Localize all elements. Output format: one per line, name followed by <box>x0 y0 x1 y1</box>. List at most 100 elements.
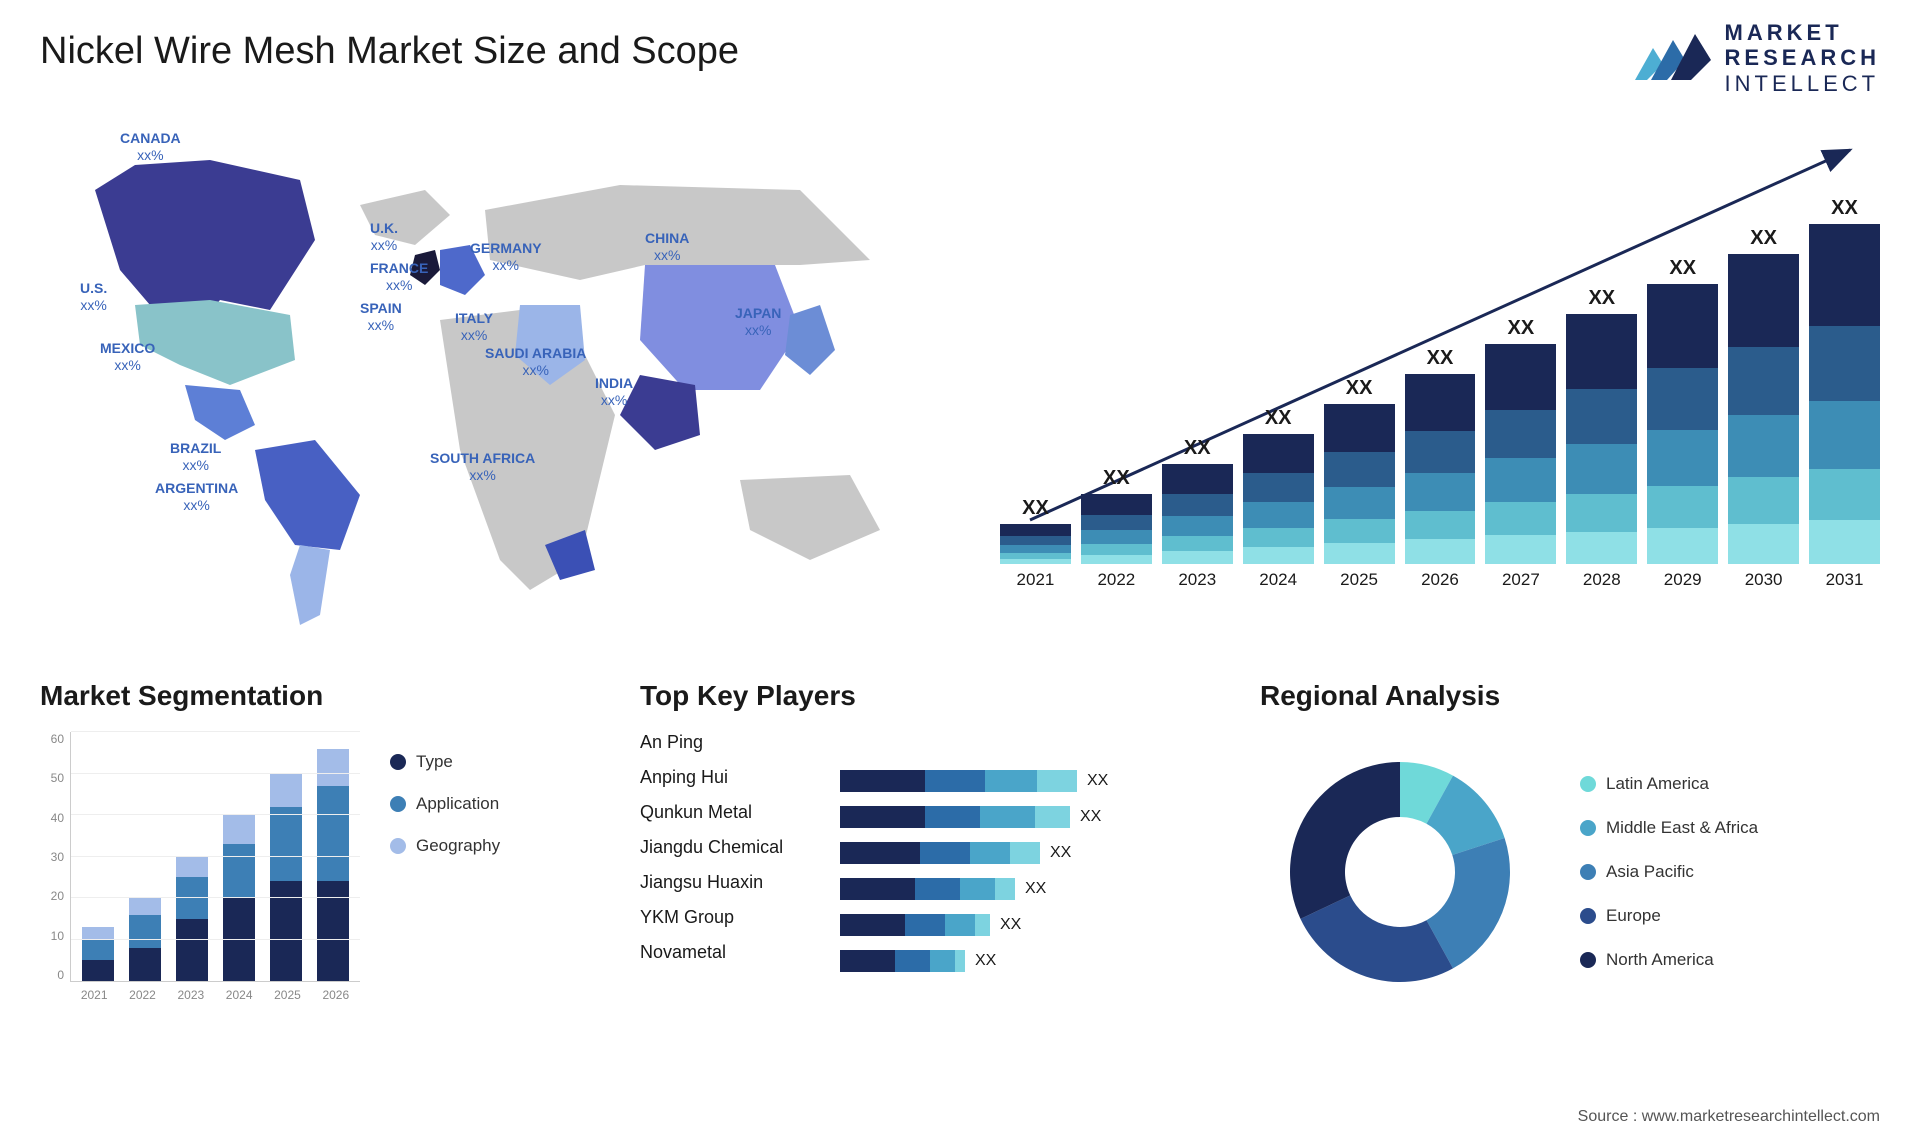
legend-item: Latin America <box>1580 774 1758 794</box>
growth-bar-chart: XX2021XX2022XX2023XX2024XX2025XX2026XX20… <box>1000 130 1880 630</box>
player-name: Anping Hui <box>640 767 820 788</box>
legend-dot-icon <box>390 838 406 854</box>
player-bar-row: XX <box>840 806 1200 828</box>
legend-label: Latin America <box>1606 774 1709 794</box>
growth-bar: XX 2022 <box>1081 467 1152 590</box>
player-bar-value: XX <box>1080 808 1101 826</box>
player-bar-row: XX <box>840 914 1200 936</box>
player-names-list: An Ping Anping Hui Qunkun Metal Jiangdu Che… <box>640 732 820 963</box>
growth-bar-value: XX <box>1265 407 1292 430</box>
growth-bar-value: XX <box>1022 497 1049 520</box>
map-label-us: U.S.xx% <box>80 280 107 314</box>
legend-item: Middle East & Africa <box>1580 818 1758 838</box>
player-name: Jiangsu Huaxin <box>640 872 820 893</box>
map-label-argentina: ARGENTINAxx% <box>155 480 238 514</box>
growth-bar-year: 2026 <box>1421 570 1459 590</box>
growth-bar: XX 2021 <box>1000 497 1071 590</box>
growth-bar-year: 2024 <box>1259 570 1297 590</box>
players-title: Top Key Players <box>640 680 1200 712</box>
y-tick: 40 <box>40 811 64 825</box>
x-tick: 2022 <box>129 988 156 1012</box>
legend-dot-icon <box>390 754 406 770</box>
map-region <box>740 475 880 560</box>
y-tick: 50 <box>40 771 64 785</box>
donut-slice <box>1300 895 1453 982</box>
legend-label: Geography <box>416 836 500 856</box>
player-name: YKM Group <box>640 907 820 928</box>
legend-item: Europe <box>1580 906 1758 926</box>
legend-label: Type <box>416 752 453 772</box>
map-label-uk: U.K.xx% <box>370 220 398 254</box>
legend-label: Middle East & Africa <box>1606 818 1758 838</box>
map-region <box>185 385 255 440</box>
legend-item: Application <box>390 794 500 814</box>
world-map: CANADAxx%U.S.xx%MEXICOxx%BRAZILxx%ARGENT… <box>40 130 940 650</box>
legend-item: North America <box>1580 950 1758 970</box>
growth-bar-year: 2029 <box>1664 570 1702 590</box>
players-section: Top Key Players An Ping Anping Hui Qunkun … <box>640 680 1200 972</box>
map-label-spain: SPAINxx% <box>360 300 402 334</box>
legend-dot-icon <box>390 796 406 812</box>
player-name: An Ping <box>640 732 820 753</box>
map-label-france: FRANCExx% <box>370 260 428 294</box>
player-bar-value: XX <box>1000 916 1021 934</box>
map-region <box>135 300 295 385</box>
logo-line1: MARKET <box>1725 20 1880 45</box>
donut-slice <box>1290 762 1400 919</box>
page-title: Nickel Wire Mesh Market Size and Scope <box>40 30 739 73</box>
growth-bar-value: XX <box>1427 347 1454 370</box>
growth-bar-value: XX <box>1103 467 1130 490</box>
x-tick: 2023 <box>177 988 204 1012</box>
segmentation-title: Market Segmentation <box>40 680 600 712</box>
legend-item: Type <box>390 752 500 772</box>
growth-bar: XX2031 <box>1809 197 1880 590</box>
growth-bar: XX2028 <box>1566 287 1637 590</box>
growth-bar-year: 2025 <box>1340 570 1378 590</box>
map-label-italy: ITALYxx% <box>455 310 493 344</box>
growth-bar-value: XX <box>1750 227 1777 250</box>
growth-bar-year: 2030 <box>1745 570 1783 590</box>
map-label-saudiarabia: SAUDI ARABIAxx% <box>485 345 586 379</box>
x-tick: 2021 <box>81 988 108 1012</box>
map-label-japan: JAPANxx% <box>735 305 781 339</box>
regional-title: Regional Analysis <box>1260 680 1880 712</box>
legend-dot-icon <box>1580 908 1596 924</box>
brand-logo: MARKET RESEARCH INTELLECT <box>1633 20 1880 96</box>
seg-bar <box>129 898 161 981</box>
player-bar-value: XX <box>1025 880 1046 898</box>
player-bar-row: XX <box>840 950 1200 972</box>
y-tick: 10 <box>40 929 64 943</box>
player-name: Qunkun Metal <box>640 802 820 823</box>
regional-section: Regional Analysis Latin America Middle Ea… <box>1260 680 1880 1012</box>
growth-bar: XX 2029 <box>1647 257 1718 590</box>
logo-line2: RESEARCH <box>1725 45 1880 70</box>
y-tick: 20 <box>40 889 64 903</box>
map-region <box>255 440 360 550</box>
player-name: Jiangdu Chemical <box>640 837 820 858</box>
seg-bar <box>176 857 208 982</box>
map-region <box>785 305 835 375</box>
legend-label: Europe <box>1606 906 1661 926</box>
growth-bar-value: XX <box>1669 257 1696 280</box>
legend-dot-icon <box>1580 776 1596 792</box>
growth-bar-year: 2022 <box>1097 570 1135 590</box>
map-label-brazil: BRAZILxx% <box>170 440 221 474</box>
map-label-china: CHINAxx% <box>645 230 689 264</box>
player-bar-row: XX <box>840 878 1200 900</box>
growth-bar: XX2023 <box>1162 437 1233 590</box>
growth-bar: XX 2024 <box>1243 407 1314 590</box>
logo-icon <box>1633 30 1713 86</box>
player-bar-value: XX <box>975 952 996 970</box>
regional-donut-chart <box>1260 732 1540 1012</box>
growth-bar-year: 2021 <box>1017 570 1055 590</box>
legend-label: Application <box>416 794 499 814</box>
growth-bar: XX 2030 <box>1728 227 1799 590</box>
x-tick: 2024 <box>226 988 253 1012</box>
legend-dot-icon <box>1580 820 1596 836</box>
seg-bar <box>82 927 114 981</box>
logo-line3: INTELLECT <box>1725 71 1880 96</box>
map-label-canada: CANADAxx% <box>120 130 181 164</box>
growth-bar-value: XX <box>1508 317 1535 340</box>
map-label-india: INDIAxx% <box>595 375 633 409</box>
y-tick: 30 <box>40 850 64 864</box>
